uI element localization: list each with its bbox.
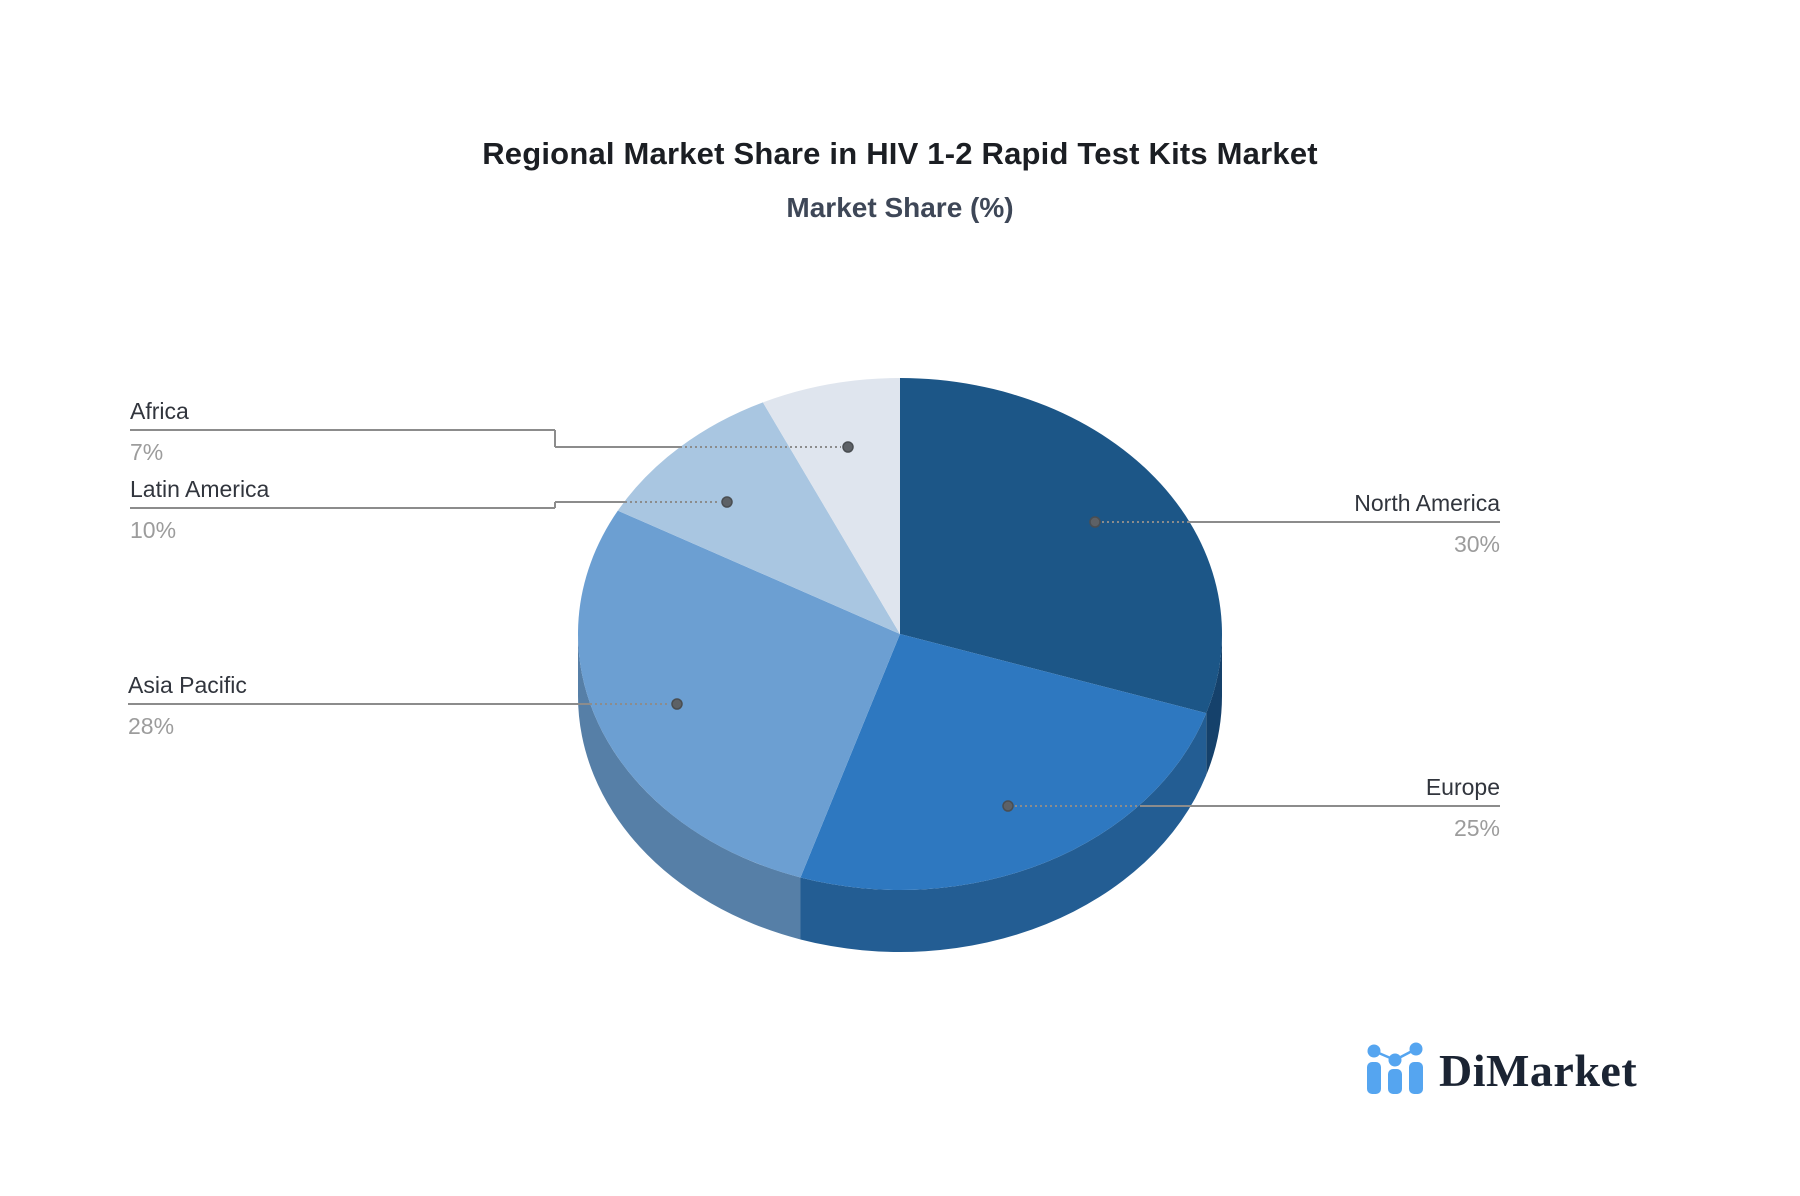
callout-value-europe: 25% [1453, 815, 1500, 841]
pie-slice-africa[interactable] [762, 378, 900, 634]
brand-logo-text: DiMarket [1439, 1045, 1638, 1096]
pie-rim-europe [800, 713, 1207, 952]
pie-slice-asia-pacific[interactable] [578, 510, 900, 878]
callout-label-europe: Europe [1425, 774, 1500, 800]
callout-dot-latin-america [721, 496, 733, 508]
callout-dot-north-america [1089, 516, 1101, 528]
bar-chart-icon [1367, 1042, 1423, 1094]
chart-title: Regional Market Share in HIV 1-2 Rapid T… [482, 136, 1318, 171]
callout-value-asia-pacific: 28% [128, 713, 175, 739]
pie-rim-asia-pacific [578, 634, 801, 940]
pie-rim-north-america [1206, 634, 1222, 776]
callout-dot-africa [842, 441, 854, 453]
chart-subtitle: Market Share (%) [786, 192, 1014, 223]
callout-value-latin-america: 10% [130, 517, 177, 543]
pie-slice-north-america[interactable] [900, 378, 1223, 714]
callout-label-north-america: North America [1354, 490, 1500, 516]
pie-slice-latin-america[interactable] [617, 402, 900, 634]
callout-label-africa: Africa [130, 398, 189, 424]
callout-value-north-america: 30% [1453, 531, 1500, 557]
callout-value-africa: 7% [130, 439, 164, 465]
callout-label-latin-america: Latin America [130, 476, 270, 502]
callout-label-asia-pacific: Asia Pacific [128, 672, 247, 698]
callout-dot-asia-pacific [671, 698, 683, 710]
brand-logo: DiMarket [1363, 1042, 1653, 1102]
callout-dot-europe [1002, 800, 1014, 812]
pie-slice-europe[interactable] [800, 634, 1207, 891]
